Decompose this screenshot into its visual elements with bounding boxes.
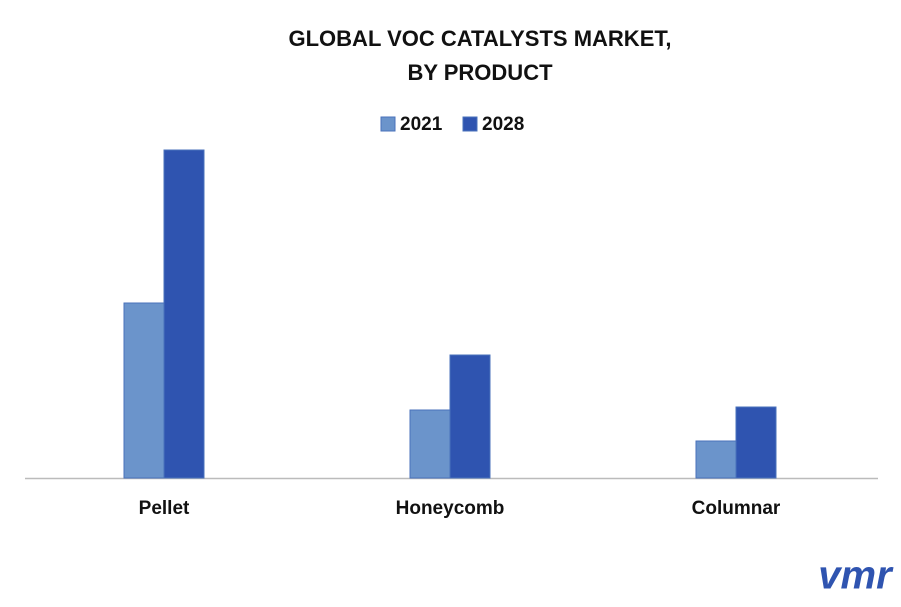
x-tick-label: Honeycomb bbox=[396, 498, 505, 519]
x-tick-label: Pellet bbox=[139, 498, 190, 519]
x-tick-label: Columnar bbox=[692, 498, 781, 519]
chart-title: BY PRODUCT bbox=[407, 60, 553, 85]
bar bbox=[163, 149, 205, 479]
legend-label: 2028 bbox=[482, 114, 524, 135]
chart-title: GLOBAL VOC CATALYSTS MARKET, bbox=[289, 26, 672, 51]
bar bbox=[123, 302, 165, 479]
bar bbox=[695, 440, 737, 479]
legend-swatch bbox=[380, 116, 396, 132]
logo: vmr bbox=[818, 554, 894, 598]
legend-swatch bbox=[462, 116, 478, 132]
legend-label: 2021 bbox=[400, 114, 443, 135]
bar bbox=[735, 406, 777, 479]
bar bbox=[449, 354, 491, 479]
bar bbox=[409, 409, 451, 479]
